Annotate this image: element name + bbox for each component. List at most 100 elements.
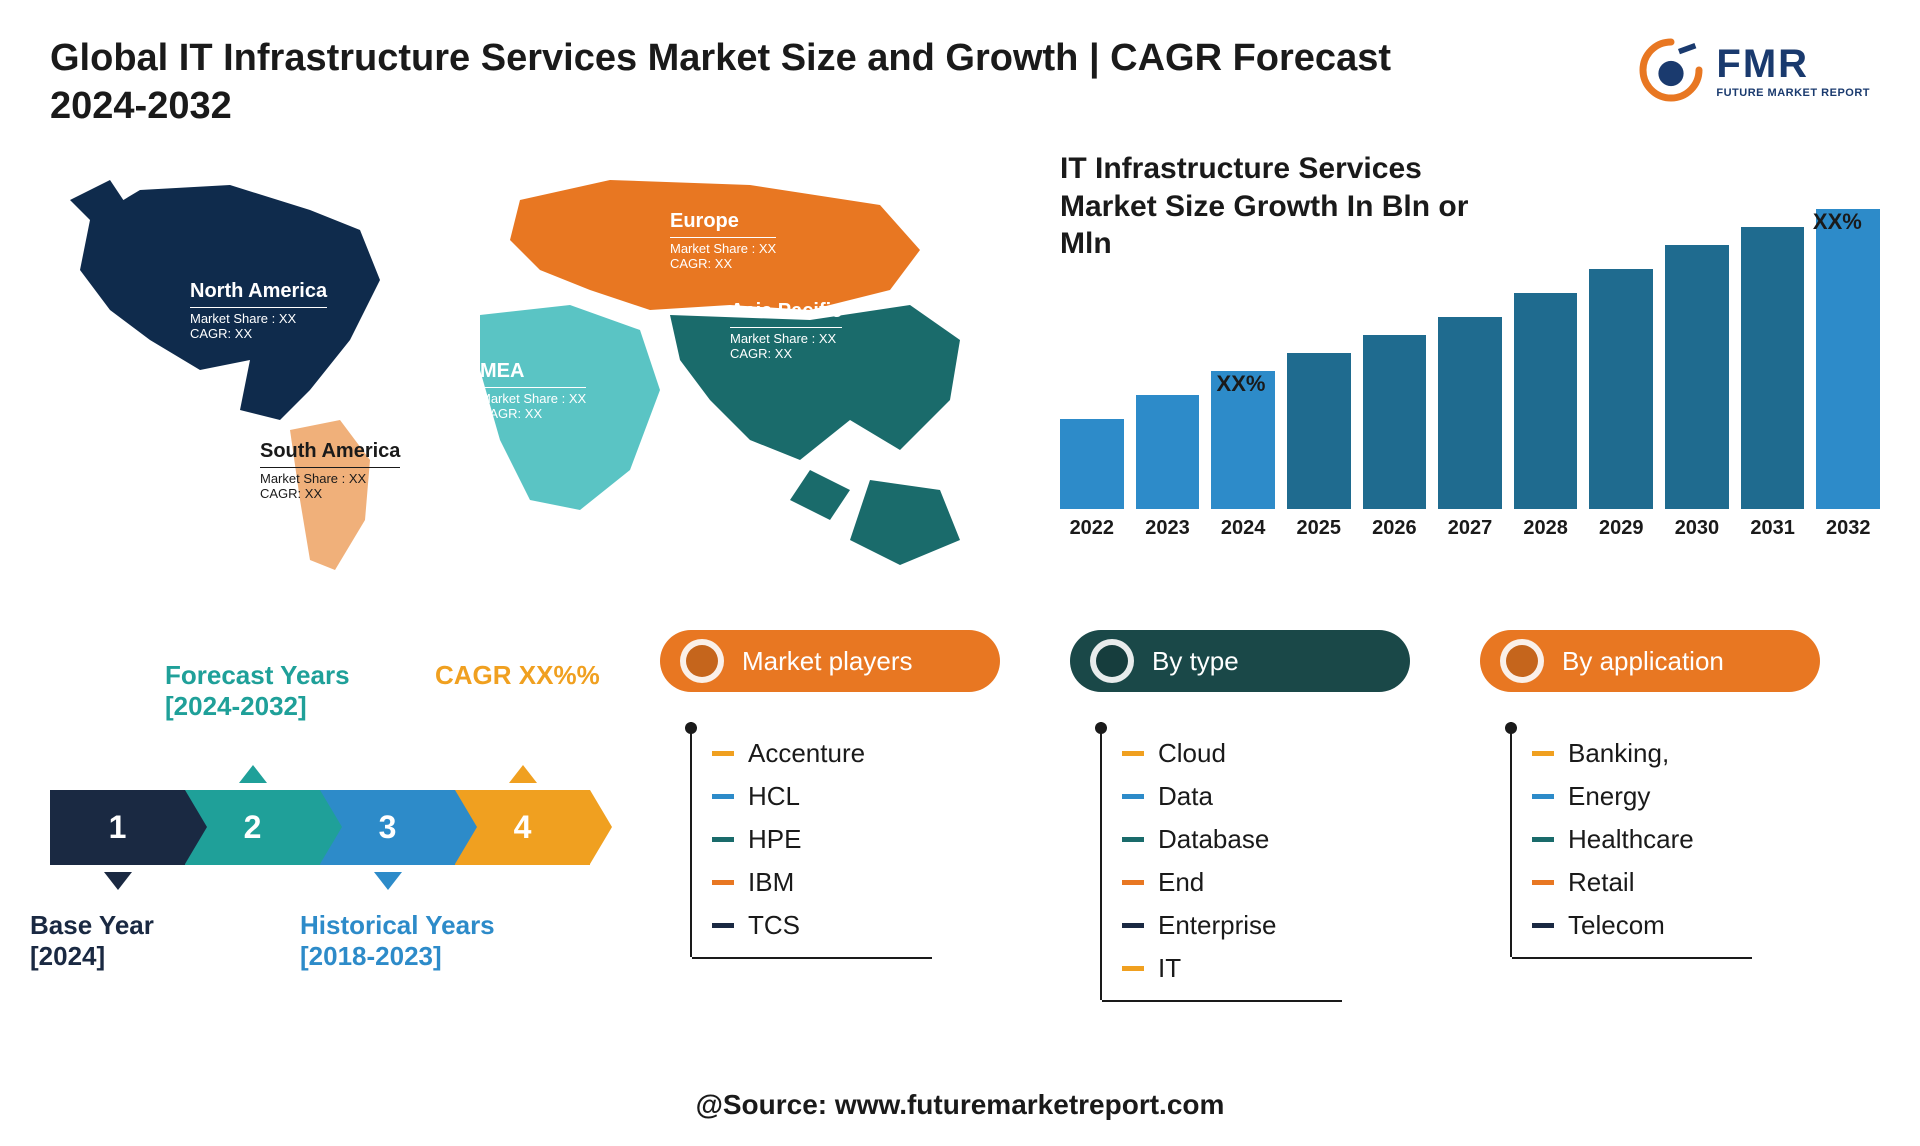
timeline-label-2: Forecast Years[2024-2032] — [165, 660, 365, 722]
list-item: Data — [1102, 775, 1410, 818]
dash-icon — [1122, 794, 1144, 799]
bar-year-label: 2026 — [1372, 517, 1417, 540]
category-list: Accenture HCL HPE IBM TCS — [690, 722, 1000, 957]
item-label: IT — [1158, 953, 1181, 984]
dash-icon — [1122, 751, 1144, 756]
pct-annotation: XX% — [1217, 371, 1266, 397]
chart-bars: 2022 2023 2024 2025 2026 2027 2028 2029 2030 2031… — [1060, 220, 1880, 540]
triangle-icon — [374, 872, 402, 890]
bar-year-label: 2025 — [1296, 517, 1341, 540]
timeline: Base Year[2024]Forecast Years[2024-2032]… — [50, 640, 620, 1010]
item-label: HPE — [748, 824, 801, 855]
list-item: Database — [1102, 818, 1410, 861]
bar-2025: 2025 — [1287, 353, 1351, 540]
item-label: Telecom — [1568, 910, 1665, 941]
logo-abbr: FMR — [1716, 42, 1870, 87]
list-item: Cloud — [1102, 732, 1410, 775]
bar-2027: 2027 — [1438, 317, 1502, 540]
list-item: Telecom — [1512, 904, 1820, 947]
logo-full: FUTURE MARKET REPORT — [1716, 87, 1870, 99]
list-item: End — [1102, 861, 1410, 904]
list-item: Energy — [1512, 775, 1820, 818]
timeline-label-3: Historical Years[2018-2023] — [300, 910, 500, 972]
triangle-icon — [239, 765, 267, 783]
bar-2026: 2026 — [1363, 335, 1427, 540]
region-label-asia_pacific: Asia PacificMarket Share : XXCAGR: XX — [730, 300, 842, 361]
list-item: Healthcare — [1512, 818, 1820, 861]
list-item: IT — [1102, 947, 1410, 990]
pill-dot-icon — [1090, 639, 1134, 683]
bar-2023: 2023 — [1136, 395, 1200, 540]
bar-2031: 2031 — [1741, 227, 1805, 540]
category-market-players: Market players Accenture HCL HPE IBM TCS — [660, 630, 1000, 1000]
dash-icon — [1532, 794, 1554, 799]
dash-icon — [712, 923, 734, 928]
dash-icon — [712, 880, 734, 885]
timeline-label-1: Base Year[2024] — [30, 910, 230, 972]
category-pill: By application — [1480, 630, 1820, 692]
item-label: Retail — [1568, 867, 1634, 898]
header: Global IT Infrastructure Services Market… — [50, 35, 1870, 130]
bar-year-label: 2028 — [1523, 517, 1568, 540]
list-item: HCL — [692, 775, 1000, 818]
category-pill: By type — [1070, 630, 1410, 692]
pill-title: By application — [1562, 646, 1724, 677]
dash-icon — [712, 794, 734, 799]
bar-2032: 2032 — [1816, 209, 1880, 540]
triangle-icon — [104, 872, 132, 890]
bar-rect — [1741, 227, 1805, 509]
dash-icon — [1122, 880, 1144, 885]
item-label: IBM — [748, 867, 794, 898]
bar-rect — [1514, 293, 1578, 509]
item-label: Accenture — [748, 738, 865, 769]
category-list: Cloud Data Database End Enterprise IT — [1100, 722, 1410, 1000]
item-label: Banking, — [1568, 738, 1669, 769]
category-list: Banking, Energy Healthcare Retail Telecom — [1510, 722, 1820, 957]
list-item: Banking, — [1512, 732, 1820, 775]
dash-icon — [1532, 923, 1554, 928]
bar-year-label: 2022 — [1070, 517, 1115, 540]
logo-icon — [1636, 35, 1706, 105]
category-columns: Market players Accenture HCL HPE IBM TCS By ty… — [660, 630, 1820, 1000]
item-label: TCS — [748, 910, 800, 941]
list-item: IBM — [692, 861, 1000, 904]
page-title: Global IT Infrastructure Services Market… — [50, 35, 1450, 130]
item-label: Enterprise — [1158, 910, 1277, 941]
bar-2022: 2022 — [1060, 419, 1124, 540]
item-label: Database — [1158, 824, 1269, 855]
region-label-europe: EuropeMarket Share : XXCAGR: XX — [670, 210, 776, 271]
dash-icon — [1122, 837, 1144, 842]
bar-year-label: 2031 — [1750, 517, 1795, 540]
bar-year-label: 2030 — [1675, 517, 1720, 540]
source-attribution: @Source: www.futuremarketreport.com — [0, 1089, 1920, 1121]
region-label-mea: MEAMarket Share : XXCAGR: XX — [480, 360, 586, 421]
item-label: Data — [1158, 781, 1213, 812]
bar-year-label: 2024 — [1221, 517, 1266, 540]
bar-2029: 2029 — [1589, 269, 1653, 540]
list-item: HPE — [692, 818, 1000, 861]
bar-2028: 2028 — [1514, 293, 1578, 540]
bar-rect — [1363, 335, 1427, 509]
world-map: North AmericaMarket Share : XXCAGR: XXSo… — [50, 160, 1000, 580]
bar-2030: 2030 — [1665, 245, 1729, 540]
pill-title: By type — [1152, 646, 1239, 677]
pill-dot-icon — [1500, 639, 1544, 683]
bar-year-label: 2027 — [1448, 517, 1493, 540]
dash-icon — [712, 751, 734, 756]
pct-annotation: XX% — [1813, 209, 1862, 235]
pill-title: Market players — [742, 646, 913, 677]
list-item: TCS — [692, 904, 1000, 947]
bar-chart: IT Infrastructure Services Market Size G… — [1060, 150, 1880, 580]
timeline-step-1: 1 — [50, 790, 185, 865]
bar-year-label: 2029 — [1599, 517, 1644, 540]
item-label: Healthcare — [1568, 824, 1694, 855]
timeline-label-4: CAGR XX%% — [435, 660, 635, 691]
bar-rect — [1589, 269, 1653, 509]
dash-icon — [1122, 923, 1144, 928]
dash-icon — [1532, 880, 1554, 885]
bar-year-label: 2032 — [1826, 517, 1871, 540]
dash-icon — [712, 837, 734, 842]
category-by-type: By type Cloud Data Database End Enterprise IT — [1070, 630, 1410, 1000]
region-label-south_america: South AmericaMarket Share : XXCAGR: XX — [260, 440, 400, 501]
logo-text: FMR FUTURE MARKET REPORT — [1716, 42, 1870, 99]
